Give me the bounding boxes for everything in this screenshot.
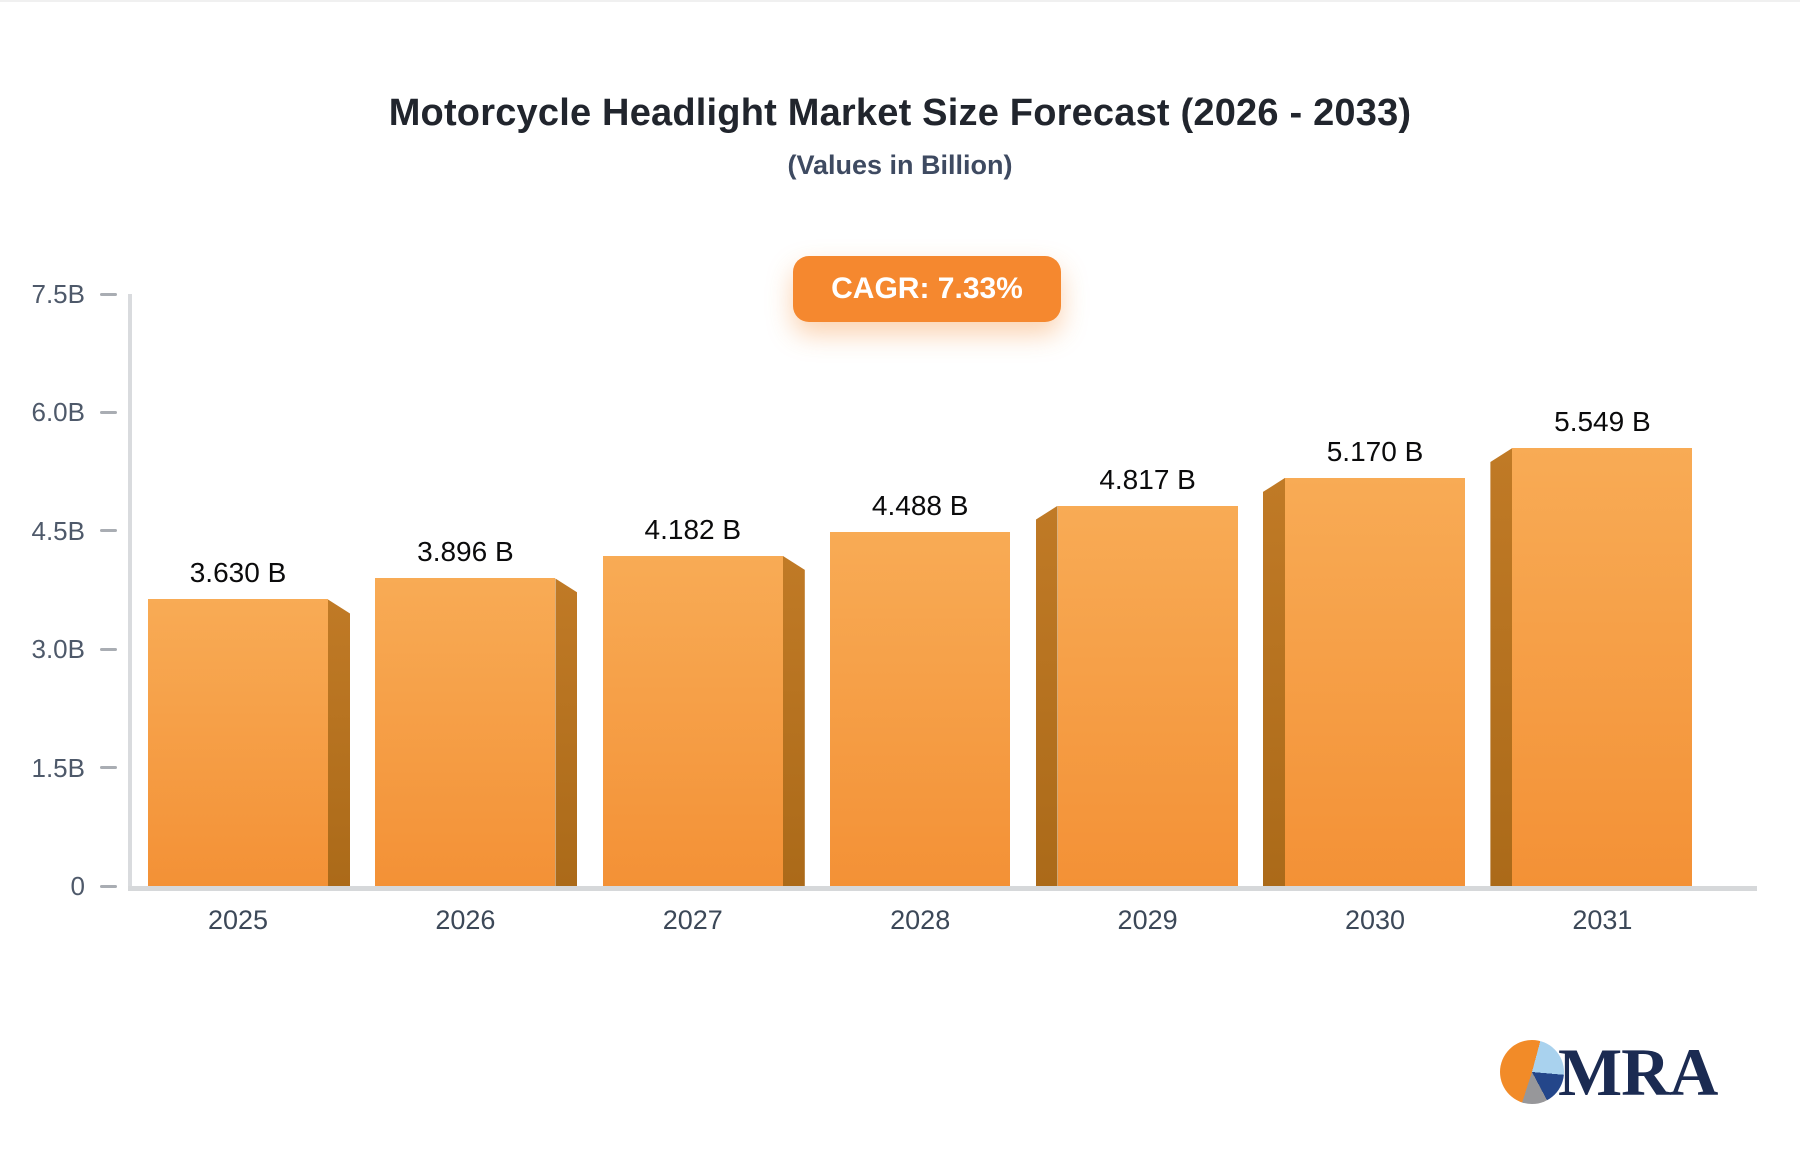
bar-side-2031 bbox=[1490, 447, 1513, 886]
chart-subtitle: (Values in Billion) bbox=[787, 150, 1013, 180]
bar-2031[interactable] bbox=[1512, 447, 1693, 886]
bar-2029[interactable] bbox=[1057, 505, 1238, 886]
y-tick-7.5B bbox=[100, 292, 117, 296]
bar-value-label-2029: 4.817 B bbox=[1099, 463, 1196, 495]
y-tick-6.0B bbox=[100, 410, 117, 414]
chart-title: Motorcycle Headlight Market Size Forecas… bbox=[388, 92, 1412, 134]
x-axis-label-2028: 2028 bbox=[890, 905, 951, 935]
bar-2026[interactable] bbox=[375, 578, 556, 886]
bar-side-2030 bbox=[1263, 477, 1285, 886]
bar-value-label-2030: 5.170 B bbox=[1326, 435, 1424, 467]
y-tick-1.5B bbox=[100, 766, 117, 770]
x-axis-label-2026: 2026 bbox=[435, 905, 496, 935]
y-tick-label-1.5B: 1.5B bbox=[31, 752, 86, 783]
y-axis-line bbox=[128, 294, 132, 886]
y-tick-4.5B bbox=[100, 529, 117, 533]
bar-side-2029 bbox=[1035, 505, 1058, 886]
bar-value-label-2028: 4.488 B bbox=[871, 489, 969, 521]
bar-2027[interactable] bbox=[602, 555, 783, 886]
brand-logo: MRA bbox=[1500, 1034, 1718, 1110]
y-tick-label-4.5B: 4.5B bbox=[31, 515, 86, 546]
bar-value-label-2025: 3.630 B bbox=[189, 557, 287, 589]
y-tick-label-7.5B: 7.5B bbox=[31, 279, 86, 309]
bar-2030[interactable] bbox=[1285, 477, 1465, 886]
x-axis-label-2029: 2029 bbox=[1117, 905, 1178, 935]
y-tick-label-6.0B: 6.0B bbox=[31, 397, 86, 428]
x-axis-baseline bbox=[128, 886, 1757, 891]
cagr-badge: CAGR: 7.33% bbox=[793, 256, 1061, 322]
y-tick-0 bbox=[100, 884, 117, 888]
y-tick-label-0: 0 bbox=[70, 871, 85, 901]
x-axis-label-2025: 2025 bbox=[207, 905, 269, 935]
brand-logo-text: MRA bbox=[1558, 1034, 1718, 1110]
bar-2028[interactable] bbox=[830, 531, 1011, 886]
x-axis-label-2031: 2031 bbox=[1572, 905, 1633, 935]
pie-chart-icon bbox=[1500, 1040, 1564, 1104]
bar-side-2027 bbox=[782, 555, 805, 886]
x-axis-label-2030: 2030 bbox=[1344, 905, 1406, 935]
bar-value-label-2026: 3.896 B bbox=[417, 536, 514, 568]
bar-side-2025 bbox=[328, 599, 350, 886]
bar-value-label-2031: 5.549 B bbox=[1554, 405, 1651, 437]
bar-value-label-2027: 4.182 B bbox=[644, 513, 742, 545]
y-tick-3.0B bbox=[100, 647, 117, 651]
bar-2025[interactable] bbox=[148, 599, 328, 886]
bar-side-2026 bbox=[555, 578, 578, 886]
x-axis-label-2027: 2027 bbox=[662, 905, 723, 935]
y-tick-label-3.0B: 3.0B bbox=[31, 634, 86, 665]
